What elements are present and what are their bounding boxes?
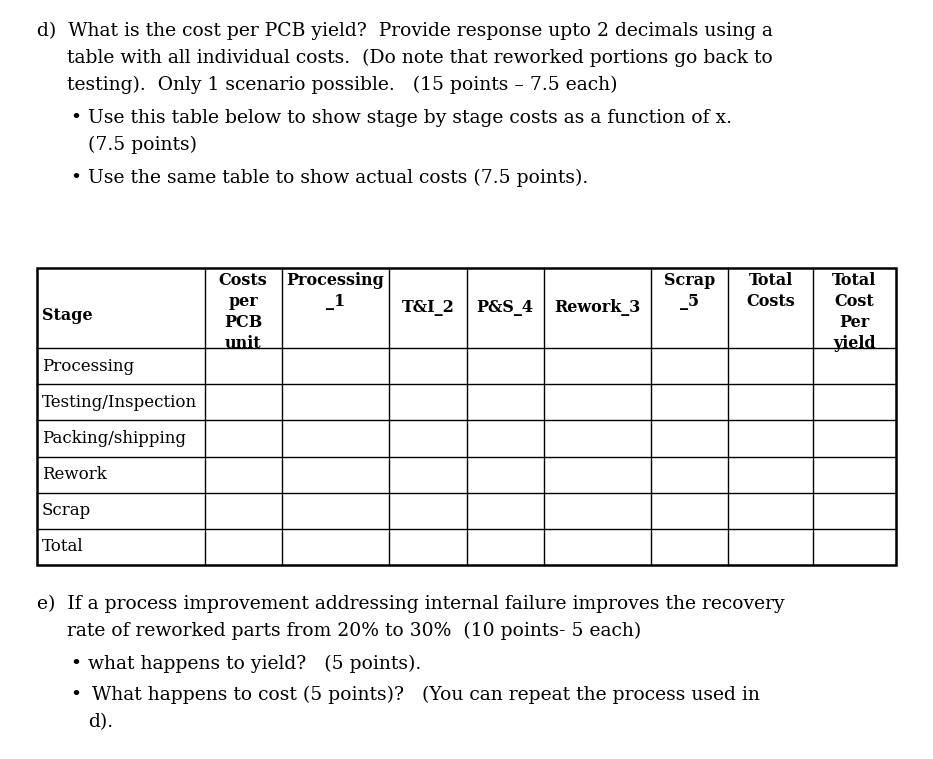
Text: T&I_2: T&I_2 [401, 300, 454, 317]
Text: Costs
per
PCB
unit: Costs per PCB unit [218, 272, 268, 351]
Text: d).: d). [88, 713, 113, 731]
Text: Total
Cost
Per
yield: Total Cost Per yield [832, 272, 876, 351]
Text: Total
Costs: Total Costs [746, 272, 795, 310]
Text: •: • [70, 686, 81, 704]
Text: Packing/shipping: Packing/shipping [42, 430, 186, 447]
Text: Stage: Stage [42, 307, 92, 325]
Text: •: • [70, 109, 81, 127]
Text: d)  What is the cost per PCB yield?  Provide response upto 2 decimals using a: d) What is the cost per PCB yield? Provi… [37, 22, 773, 40]
Text: Total: Total [42, 538, 84, 556]
Text: Scrap
_5: Scrap _5 [664, 272, 716, 310]
Text: Scrap: Scrap [42, 502, 91, 519]
Text: rate of reworked parts from 20% to 30%  (10 points- 5 each): rate of reworked parts from 20% to 30% (… [37, 622, 641, 641]
Text: Rework_3: Rework_3 [554, 300, 641, 317]
Bar [37, 268, 896, 565]
Text: what happens to yield?   (5 points).: what happens to yield? (5 points). [88, 655, 422, 673]
Text: Use the same table to show actual costs (7.5 points).: Use the same table to show actual costs … [88, 169, 588, 187]
Text: table with all individual costs.  (Do note that reworked portions go back to: table with all individual costs. (Do not… [37, 49, 773, 68]
Text: P&S_4: P&S_4 [477, 300, 534, 317]
Text: Processing: Processing [42, 357, 134, 375]
Text: •: • [70, 169, 81, 187]
Text: Use this table below to show stage by stage costs as a function of x.: Use this table below to show stage by st… [88, 109, 732, 127]
Text: What happens to cost (5 points)?   (You can repeat the process used in: What happens to cost (5 points)? (You ca… [92, 686, 759, 704]
Text: testing).  Only 1 scenario possible.   (15 points – 7.5 each): testing). Only 1 scenario possible. (15 … [37, 76, 618, 94]
Text: e)  If a process improvement addressing internal failure improves the recovery: e) If a process improvement addressing i… [37, 595, 785, 613]
Text: Testing/Inspection: Testing/Inspection [42, 394, 197, 411]
Text: Rework: Rework [42, 466, 106, 483]
Text: (7.5 points): (7.5 points) [88, 136, 197, 154]
Text: •: • [70, 655, 81, 673]
Text: Processing
_1: Processing _1 [286, 272, 384, 310]
